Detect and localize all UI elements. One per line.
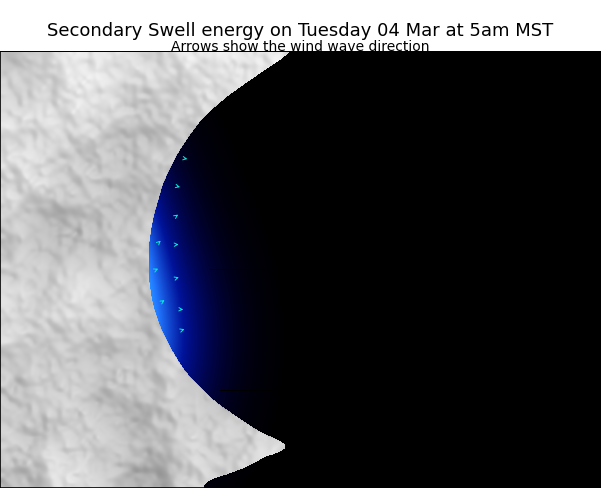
Text: Secondary Swell energy on Tuesday 04 Mar at 5am MST: Secondary Swell energy on Tuesday 04 Mar… — [47, 22, 554, 40]
Text: Arrows show the wind wave direction: Arrows show the wind wave direction — [171, 40, 430, 54]
